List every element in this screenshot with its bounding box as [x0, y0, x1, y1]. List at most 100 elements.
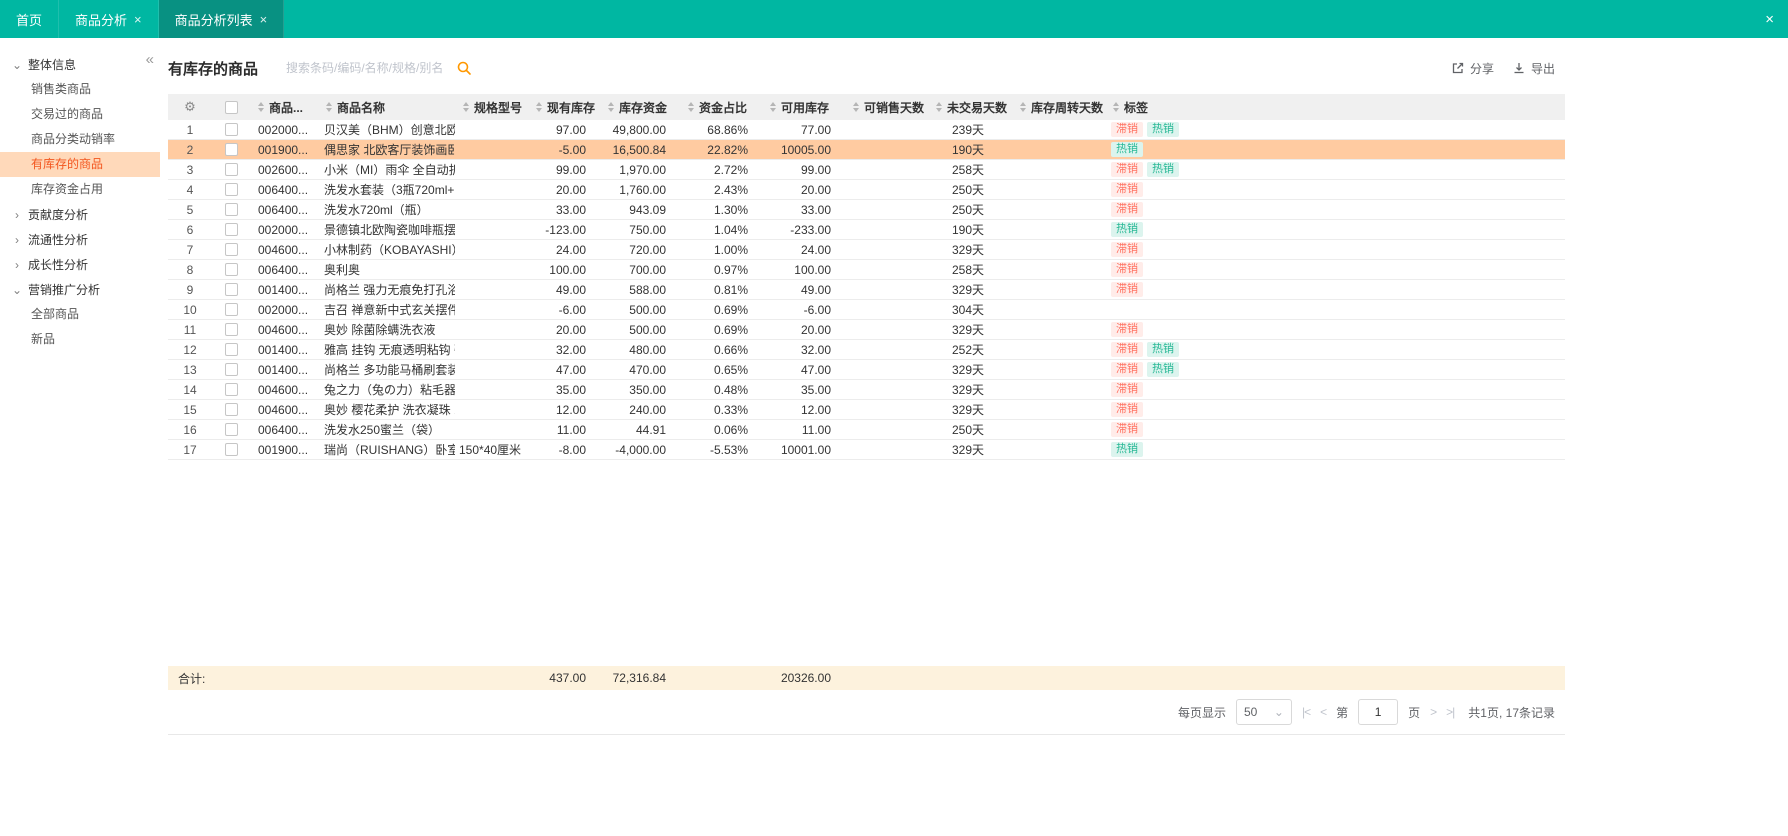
table-row[interactable]: 17 001900... 瑞尚（RUISHANG）卧室装 150*40厘米 -8…	[168, 440, 1565, 460]
available-stock-value: 77.00	[800, 122, 831, 137]
tags-cell: 滞销	[1105, 422, 1190, 437]
summary-available-total: 20326.00	[780, 671, 831, 685]
sidebar-section-growth[interactable]: › 成长性分析	[0, 252, 160, 277]
fund-ratio-value: 0.06%	[713, 422, 748, 437]
no-trade-days-value: 329天	[951, 323, 984, 337]
table-row[interactable]: 10 002000... 吉召 禅意新中式玄关摆件家 -6.00 500.00 …	[168, 300, 1565, 320]
sidebar-section-overall-info[interactable]: ⌄ 整体信息	[0, 52, 160, 77]
table-row[interactable]: 12 001400... 雅高 挂钩 无痕透明粘钩 强 32.00 480.00…	[168, 340, 1565, 360]
table-row[interactable]: 14 004600... 兔之力（兔の力）粘毛器粘 35.00 350.00 0…	[168, 380, 1565, 400]
search-icon[interactable]	[456, 60, 472, 76]
column-header-available-stock[interactable]: 可用库存	[762, 99, 845, 116]
column-header-tags[interactable]: 标签	[1105, 99, 1190, 116]
table-row[interactable]: 13 001400... 尚格兰 多功能马桶刷套装 卫 47.00 470.00…	[168, 360, 1565, 380]
sort-icon[interactable]	[936, 102, 942, 112]
column-header-fund-ratio[interactable]: 资金占比	[680, 99, 762, 116]
sort-icon[interactable]	[1113, 102, 1119, 112]
sidebar-item-new-products[interactable]: 新品	[31, 332, 56, 346]
page-size-select[interactable]: 50 ⌄	[1235, 699, 1292, 725]
column-header-sellable-days[interactable]: 可销售天数	[845, 99, 928, 116]
page-number-input[interactable]	[1358, 699, 1399, 725]
available-stock-value: 20.00	[800, 182, 831, 197]
close-icon[interactable]: ×	[259, 11, 268, 27]
sidebar-collapse-button[interactable]: «	[145, 51, 154, 68]
topbar: 首页 商品分析 × 商品分析列表 × ×	[0, 0, 1788, 38]
row-checkbox[interactable]	[224, 283, 238, 296]
table-row[interactable]: 11 004600... 奥妙 除菌除螨洗衣液 20.00 500.00 0.6…	[168, 320, 1565, 340]
row-index: 4	[186, 182, 194, 197]
sort-icon[interactable]	[536, 102, 542, 112]
row-checkbox[interactable]	[224, 363, 238, 376]
current-stock-value: -123.00	[545, 222, 586, 237]
sort-icon[interactable]	[258, 102, 264, 112]
first-page-button[interactable]: |<	[1301, 705, 1311, 719]
column-header-no-trade-days[interactable]: 未交易天数	[928, 99, 1012, 116]
tag-stale: 滞销	[1111, 362, 1143, 377]
table-row[interactable]: 2 001900... 偶思家 北欧客厅装饰画卧室 -5.00 16,500.8…	[168, 140, 1565, 160]
sort-icon[interactable]	[770, 102, 776, 112]
table-row[interactable]: 8 006400... 奥利奥 100.00 700.00 0.97% 100.…	[168, 260, 1565, 280]
row-checkbox[interactable]	[224, 223, 238, 236]
sort-icon[interactable]	[326, 102, 332, 112]
row-checkbox[interactable]	[224, 143, 238, 156]
row-checkbox[interactable]	[224, 343, 238, 356]
column-header-stock-fund[interactable]: 库存资金	[600, 99, 680, 116]
tab-home[interactable]: 首页	[0, 0, 60, 38]
row-checkbox[interactable]	[224, 423, 238, 436]
column-header-product-name[interactable]: 商品名称	[318, 99, 455, 116]
sidebar-item-category-sellthrough[interactable]: 商品分类动销率	[31, 132, 116, 146]
last-page-button[interactable]: >|	[1446, 705, 1455, 719]
row-checkbox[interactable]	[224, 383, 238, 396]
prev-page-button[interactable]: <	[1320, 705, 1327, 719]
select-all-checkbox[interactable]	[224, 100, 238, 114]
table-row[interactable]: 6 002000... 景德镇北欧陶瓷咖啡瓶摆件 优 -123.00 750.0…	[168, 220, 1565, 240]
table-row[interactable]: 5 006400... 洗发水720ml（瓶） 33.00 943.09 1.3…	[168, 200, 1565, 220]
sidebar-item-inventory-fund[interactable]: 库存资金占用	[31, 182, 104, 196]
table-row[interactable]: 4 006400... 洗发水套装（3瓶720ml+1袋 20.00 1,760…	[168, 180, 1565, 200]
no-trade-days-value: 190天	[951, 223, 984, 237]
table-row[interactable]: 7 004600... 小林制药（KOBAYASHI）日 24.00 720.0…	[168, 240, 1565, 260]
row-checkbox[interactable]	[224, 163, 238, 176]
row-checkbox[interactable]	[224, 303, 238, 316]
sort-icon[interactable]	[608, 102, 614, 112]
table-row[interactable]: 9 001400... 尚格兰 强力无痕免打孔浴室 49.00 588.00 0…	[168, 280, 1565, 300]
next-page-button[interactable]: >	[1430, 705, 1437, 719]
table-row[interactable]: 16 006400... 洗发水250蜜兰（袋） 11.00 44.91 0.0…	[168, 420, 1565, 440]
tab-product-analysis[interactable]: 商品分析 ×	[59, 0, 159, 38]
sidebar-section-contribution[interactable]: › 贡献度分析	[0, 202, 160, 227]
sidebar-item-all-products[interactable]: 全部商品	[31, 307, 80, 321]
row-checkbox[interactable]	[224, 203, 238, 216]
row-checkbox[interactable]	[224, 263, 238, 276]
sort-icon[interactable]	[688, 102, 694, 112]
table-row[interactable]: 15 004600... 奥妙 樱花柔护 洗衣凝珠 10 12.00 240.0…	[168, 400, 1565, 420]
table-row[interactable]: 1 002000... 贝汉美（BHM）创意北欧陶瓷 97.00 49,800.…	[168, 120, 1565, 140]
sidebar-section-circulation[interactable]: › 流通性分析	[0, 227, 160, 252]
sort-icon[interactable]	[853, 102, 859, 112]
search-input[interactable]	[284, 60, 457, 76]
column-header-turnover-days[interactable]: 库存周转天数	[1012, 99, 1105, 116]
row-checkbox[interactable]	[224, 323, 238, 336]
row-checkbox[interactable]	[224, 443, 238, 456]
column-header-current-stock[interactable]: 现有库存	[528, 99, 600, 116]
sidebar-item-traded-products[interactable]: 交易过的商品	[31, 107, 104, 121]
close-icon[interactable]: ×	[134, 11, 142, 27]
sort-icon[interactable]	[1020, 102, 1026, 112]
row-checkbox[interactable]	[224, 403, 238, 416]
column-header-spec[interactable]: 规格型号	[455, 99, 528, 116]
product-name: 奥妙 樱花柔护 洗衣凝珠 10	[324, 403, 455, 417]
export-button[interactable]: 导出	[1512, 60, 1555, 77]
table-row[interactable]: 3 002600... 小米（MI）雨伞 全自动折叠 99.00 1,970.0…	[168, 160, 1565, 180]
sidebar-item-in-stock-products[interactable]: 有库存的商品	[0, 152, 160, 177]
share-button[interactable]: 分享	[1451, 60, 1494, 77]
sidebar-item-sales-products[interactable]: 销售类商品	[31, 82, 92, 96]
column-header-product-code[interactable]: 商品...	[250, 99, 318, 116]
row-checkbox[interactable]	[224, 183, 238, 196]
sort-icon[interactable]	[463, 102, 469, 112]
tab-product-analysis-list[interactable]: 商品分析列表 ×	[158, 0, 285, 38]
row-checkbox[interactable]	[224, 123, 238, 136]
gear-icon[interactable]: ⚙	[184, 99, 196, 114]
sidebar-section-marketing[interactable]: ⌄ 营销推广分析	[0, 277, 160, 302]
row-checkbox[interactable]	[224, 243, 238, 256]
close-icon[interactable]: ×	[1765, 10, 1774, 28]
